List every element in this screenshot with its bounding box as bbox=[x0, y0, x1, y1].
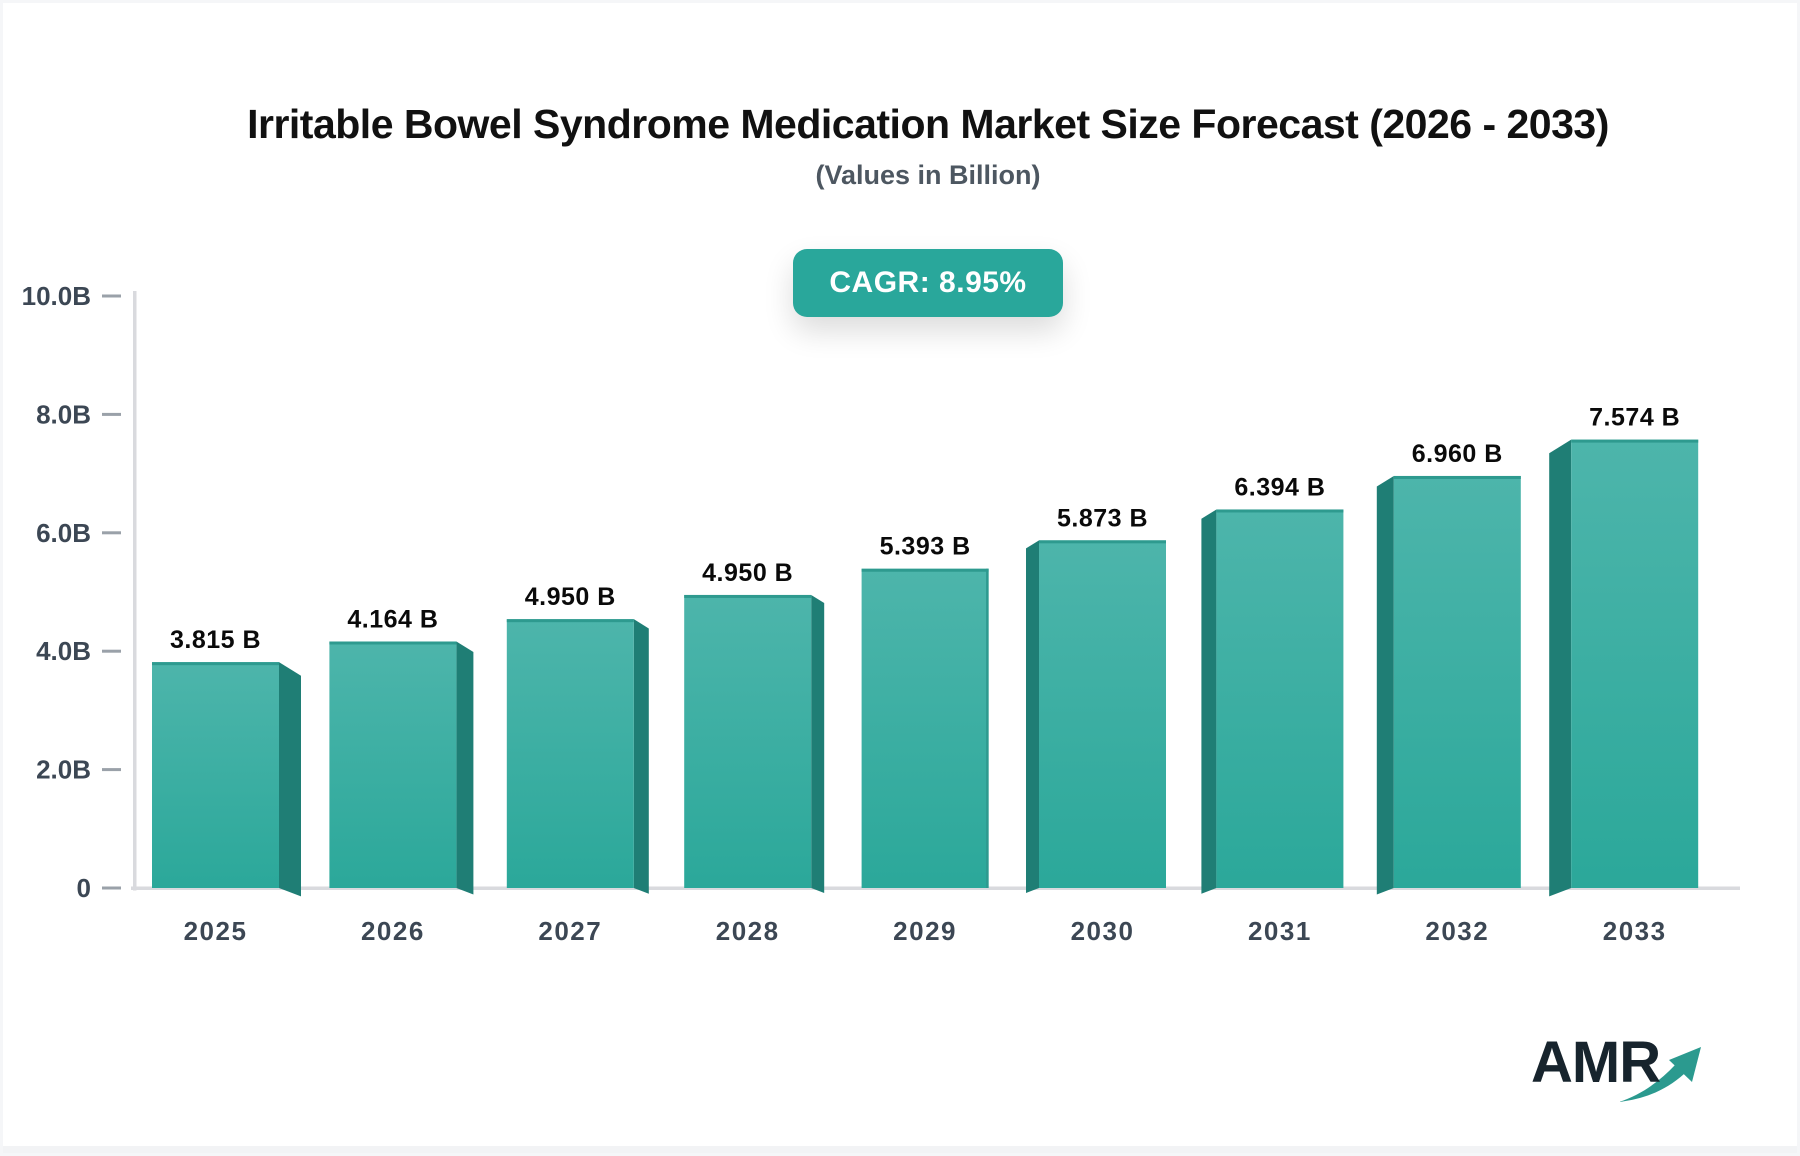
bar-side-face bbox=[456, 641, 474, 895]
bar-main-face bbox=[506, 619, 634, 888]
bar-top-edge bbox=[506, 619, 634, 623]
bar-main-face bbox=[684, 594, 812, 888]
x-axis-label: 2033 bbox=[1603, 916, 1667, 946]
bar-top-edge bbox=[1571, 439, 1699, 443]
bar-main-face bbox=[1216, 509, 1344, 888]
bar-top-edge bbox=[329, 641, 457, 645]
bar-2033[interactable]: 7.574 B bbox=[1549, 404, 1699, 897]
bar-value-label: 3.815 B bbox=[170, 626, 261, 654]
x-axis-label: 2026 bbox=[361, 916, 425, 946]
bar-main-face bbox=[152, 662, 279, 888]
y-axis-tick-label: 2.0B bbox=[36, 755, 91, 785]
header: Irritable Bowel Syndrome Medication Mark… bbox=[63, 99, 1793, 318]
bar-main-face bbox=[861, 568, 989, 888]
y-tick-mark bbox=[102, 886, 121, 890]
bar-side-face bbox=[811, 594, 825, 893]
chart-subtitle: (Values in Billion) bbox=[815, 160, 1041, 191]
bar-side-face bbox=[1026, 540, 1039, 893]
y-axis-tick-label: 10.0B bbox=[22, 281, 91, 311]
logo-text: AMR bbox=[1531, 1030, 1661, 1095]
bar-2032[interactable]: 6.960 B bbox=[1376, 440, 1521, 895]
x-axis-label: 2031 bbox=[1248, 916, 1312, 946]
bar-value-label: 4.950 B bbox=[525, 583, 616, 611]
x-axis-label: 2025 bbox=[184, 916, 248, 946]
bar-top-edge bbox=[1393, 475, 1521, 479]
bottom-strip bbox=[3, 1146, 1797, 1153]
y-axis-tick-label: 8.0B bbox=[36, 399, 91, 429]
bar-2029[interactable]: 5.393 B bbox=[861, 533, 989, 888]
bar-top-edge bbox=[1039, 540, 1166, 544]
bar-side-face bbox=[633, 619, 649, 894]
bar-2028[interactable]: 4.950 B bbox=[684, 559, 825, 893]
y-tick-mark bbox=[102, 294, 121, 298]
bar-2025[interactable]: 3.815 B bbox=[152, 626, 301, 897]
bar-main-face bbox=[329, 641, 457, 888]
amr-logo: AMR bbox=[1531, 1030, 1721, 1113]
bar-2030[interactable]: 5.873 B bbox=[1026, 504, 1166, 893]
bar-side-face bbox=[279, 662, 301, 897]
x-axis-line bbox=[131, 886, 1740, 890]
x-axis-label: 2027 bbox=[538, 916, 602, 946]
y-tick-mark bbox=[102, 768, 121, 772]
bar-side-face bbox=[1201, 509, 1217, 894]
y-axis-tick-label: 0 bbox=[77, 873, 91, 903]
bar-main-face bbox=[1393, 475, 1521, 888]
bar-value-label: 4.164 B bbox=[347, 605, 438, 633]
x-axis-label: 2030 bbox=[1071, 916, 1135, 946]
bar-value-label: 5.873 B bbox=[1057, 504, 1148, 532]
y-tick-mark bbox=[102, 412, 121, 416]
bar-value-label: 7.574 B bbox=[1589, 404, 1680, 432]
bar-main-face bbox=[1571, 439, 1699, 888]
x-axis-label: 2029 bbox=[893, 916, 957, 946]
bar-right-edge bbox=[986, 568, 989, 888]
bar-top-edge bbox=[152, 662, 279, 666]
bar-top-edge bbox=[861, 568, 989, 572]
bar-main-face bbox=[1039, 540, 1166, 888]
x-axis-label: 2028 bbox=[716, 916, 780, 946]
bar-2031[interactable]: 6.394 B bbox=[1201, 473, 1344, 894]
y-axis-tick-label: 6.0B bbox=[36, 518, 91, 548]
cagr-badge: CAGR: 8.95% bbox=[793, 249, 1063, 318]
market-size-bar-chart: 0 2.0B 4.0B 6.0B 8.0B 10.0B 3.815 B 2025 4.164 B… bbox=[22, 281, 1740, 946]
growth-arrow-icon bbox=[1619, 1047, 1701, 1102]
y-tick-mark bbox=[102, 531, 121, 535]
bar-2027[interactable]: 4.950 B bbox=[506, 583, 649, 894]
bar-side-face bbox=[1376, 475, 1394, 895]
bar-side-face bbox=[1549, 439, 1572, 897]
bar-value-label: 6.960 B bbox=[1412, 440, 1503, 468]
bar-value-label: 6.394 B bbox=[1234, 473, 1325, 501]
x-axis-label: 2032 bbox=[1425, 916, 1489, 946]
bar-2026[interactable]: 4.164 B bbox=[329, 605, 474, 895]
bar-value-label: 5.393 B bbox=[880, 533, 971, 561]
bar-top-edge bbox=[684, 594, 812, 598]
y-axis-line bbox=[133, 291, 137, 891]
page-title: Irritable Bowel Syndrome Medication Mark… bbox=[247, 101, 1609, 147]
bar-top-edge bbox=[1216, 509, 1344, 513]
y-tick-mark bbox=[102, 649, 121, 653]
bar-value-label: 4.950 B bbox=[702, 559, 793, 587]
y-axis-tick-label: 4.0B bbox=[36, 636, 91, 666]
